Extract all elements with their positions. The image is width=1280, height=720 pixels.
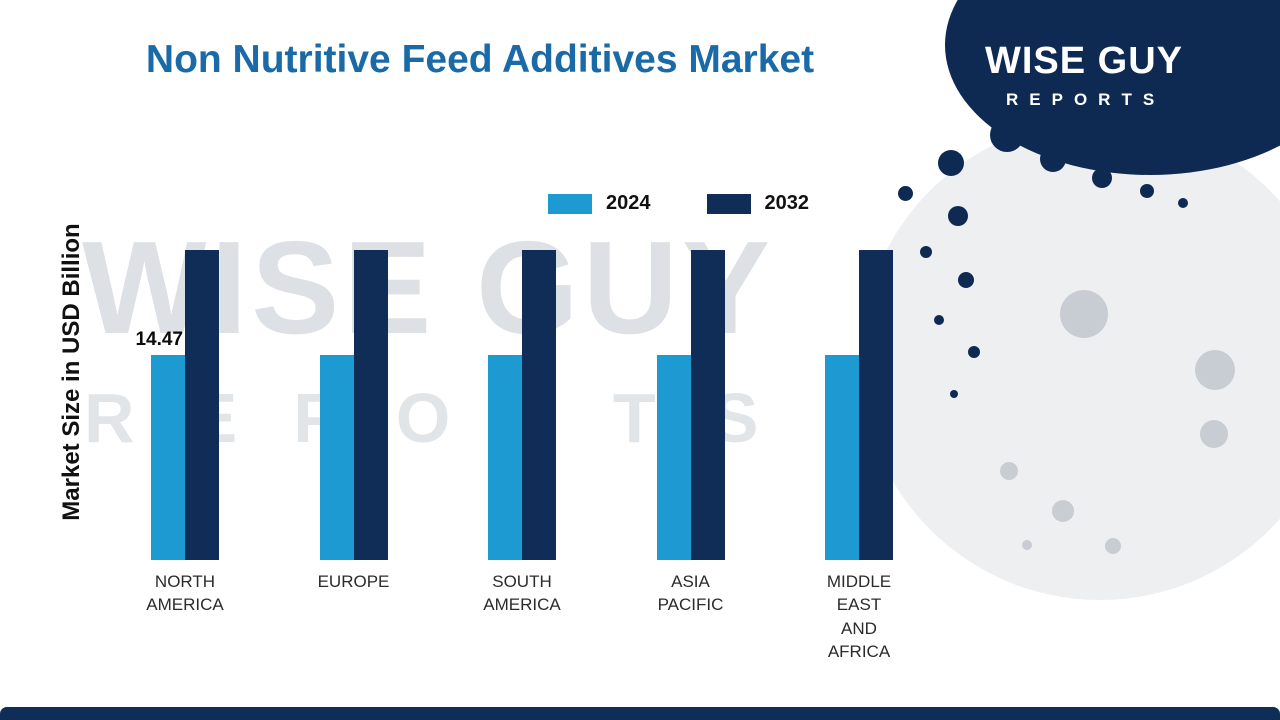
category-label: MIDDLE EAST AND AFRICA	[826, 572, 892, 662]
legend-label-2032: 2032	[764, 192, 810, 214]
bar-value-label: 14.47	[135, 329, 183, 350]
bar-2032	[522, 250, 556, 560]
bar-2024: 14.47	[135, 329, 185, 560]
legend: 2024 2032	[548, 192, 809, 215]
category-label: ASIA PACIFIC	[657, 572, 724, 615]
bar-group: MIDDLE EAST AND AFRICA	[784, 220, 934, 661]
logo-subtitle: REPORTS	[1006, 90, 1166, 109]
bar-pair	[825, 250, 893, 560]
bar-group: EUROPE	[279, 220, 429, 591]
bar-pair	[656, 250, 725, 560]
bar-2032	[185, 250, 219, 560]
bar-pair: 14.47	[135, 250, 219, 560]
bar-pair	[319, 250, 388, 560]
plot-area: 14.47 NORTH AMERICA EUROPE SOUTH AMERICA ASI…	[110, 220, 934, 661]
bar-group: ASIA PACIFIC	[616, 220, 766, 614]
bar-2032	[690, 250, 725, 560]
bar-group: SOUTH AMERICA	[447, 220, 597, 614]
bar-2024	[656, 355, 691, 560]
legend-swatch-2024	[548, 193, 592, 214]
logo-wordmark: WISE GUY	[985, 40, 1184, 82]
category-label: NORTH AMERICA	[146, 572, 224, 615]
logo-head-shape	[945, 0, 1280, 175]
bar-2032	[353, 250, 388, 560]
category-label: SOUTH AMERICA	[483, 572, 561, 615]
legend-swatch-2032	[706, 193, 751, 214]
legend-label-2024: 2024	[606, 192, 651, 214]
bubble-dot	[898, 186, 913, 201]
footer-bar	[0, 707, 1280, 720]
bar-2024	[488, 355, 522, 560]
bar-2024	[319, 355, 354, 560]
wise-guy-reports-logo: WISE GUY REPORTS	[940, 0, 1280, 220]
legend-item-2024: 2024	[548, 192, 651, 215]
page-title: Non Nutritive Feed Additives Market	[145, 38, 815, 81]
bar-2032	[859, 250, 893, 560]
legend-item-2032: 2032	[706, 192, 810, 215]
bar-group: 14.47 NORTH AMERICA	[110, 220, 260, 614]
y-axis-label: Market Size in USD Billion	[58, 223, 85, 521]
category-label: EUROPE	[317, 572, 390, 591]
bar-pair	[488, 250, 556, 560]
bar-2024	[825, 355, 859, 560]
